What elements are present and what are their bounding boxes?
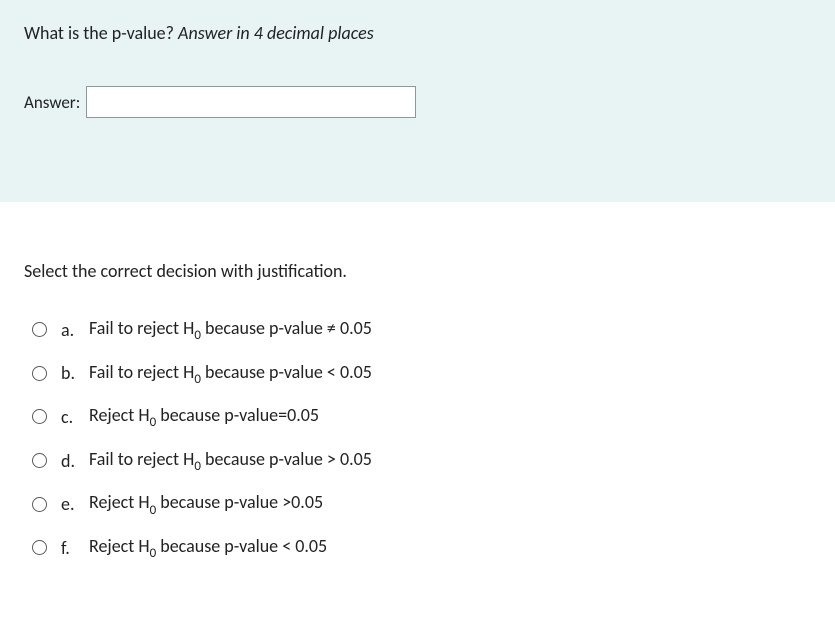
question-1-prompt-text: What is the p-value? — [24, 22, 178, 44]
option-text-pre: Fail to reject H — [89, 448, 194, 470]
radio-button[interactable] — [32, 322, 47, 337]
answer-label: Answer: — [24, 92, 80, 113]
radio-button[interactable] — [32, 497, 47, 512]
option-row[interactable]: a.Fail to reject H0 because p-value ≠ 0.… — [24, 308, 811, 352]
option-text: Reject H0 because p-value >0.05 — [89, 491, 323, 517]
options-list: a.Fail to reject H0 because p-value ≠ 0.… — [24, 308, 811, 570]
option-text-subscript: 0 — [194, 328, 201, 343]
radio-button[interactable] — [32, 366, 47, 381]
option-text-pre: Reject H — [89, 535, 150, 557]
option-text-subscript: 0 — [150, 503, 157, 518]
option-text-post: because p-value < 0.05 — [156, 535, 327, 557]
option-text-post: because p-value >0.05 — [156, 491, 323, 513]
option-letter: c. — [61, 406, 89, 428]
radio-button[interactable] — [32, 540, 47, 555]
question-1-panel: What is the p-value? Answer in 4 decimal… — [0, 0, 835, 202]
option-text-post: because p-value ≠ 0.05 — [201, 317, 372, 339]
option-letter: b. — [61, 362, 89, 384]
option-row[interactable]: d. Fail to reject H0 because p-value > 0… — [24, 439, 811, 483]
option-text-post: because p-value < 0.05 — [201, 361, 372, 383]
option-text-pre: Reject H — [89, 491, 150, 513]
answer-input[interactable] — [86, 86, 416, 118]
option-text-pre: Reject H — [89, 404, 150, 426]
question-1-prompt: What is the p-value? Answer in 4 decimal… — [24, 22, 811, 44]
option-row[interactable]: e.Reject H0 because p-value >0.05 — [24, 482, 811, 526]
option-text: Reject H0 because p-value < 0.05 — [89, 535, 327, 561]
option-text: Fail to reject H0 because p-value < 0.05 — [89, 361, 372, 387]
option-text-pre: Fail to reject H — [89, 317, 194, 339]
option-letter: d. — [61, 450, 89, 472]
question-2-panel: Select the correct decision with justifi… — [0, 238, 835, 598]
option-text-post: because p-value > 0.05 — [201, 448, 372, 470]
answer-row: Answer: — [24, 86, 811, 118]
option-letter: f. — [61, 537, 89, 559]
question-2-prompt: Select the correct decision with justifi… — [24, 260, 811, 282]
option-text: Fail to reject H0 because p-value > 0.05 — [89, 448, 372, 474]
option-row[interactable]: f.Reject H0 because p-value < 0.05 — [24, 526, 811, 570]
option-letter: a. — [61, 319, 89, 341]
panel-gap — [0, 202, 835, 238]
option-text: Reject H0 because p-value=0.05 — [89, 404, 319, 430]
radio-button[interactable] — [32, 453, 47, 468]
option-text-subscript: 0 — [150, 546, 157, 561]
option-text-pre: Fail to reject H — [89, 361, 194, 383]
option-row[interactable]: b.Fail to reject H0 because p-value < 0.… — [24, 352, 811, 396]
option-text: Fail to reject H0 because p-value ≠ 0.05 — [89, 317, 372, 343]
option-text-subscript: 0 — [194, 459, 201, 474]
option-letter: e. — [61, 493, 89, 515]
option-text-subscript: 0 — [194, 372, 201, 387]
option-row[interactable]: c.Reject H0 because p-value=0.05 — [24, 395, 811, 439]
option-text-subscript: 0 — [150, 415, 157, 430]
radio-button[interactable] — [32, 409, 47, 424]
question-1-hint: Answer in 4 decimal places — [178, 22, 374, 44]
option-text-post: because p-value=0.05 — [156, 404, 319, 426]
